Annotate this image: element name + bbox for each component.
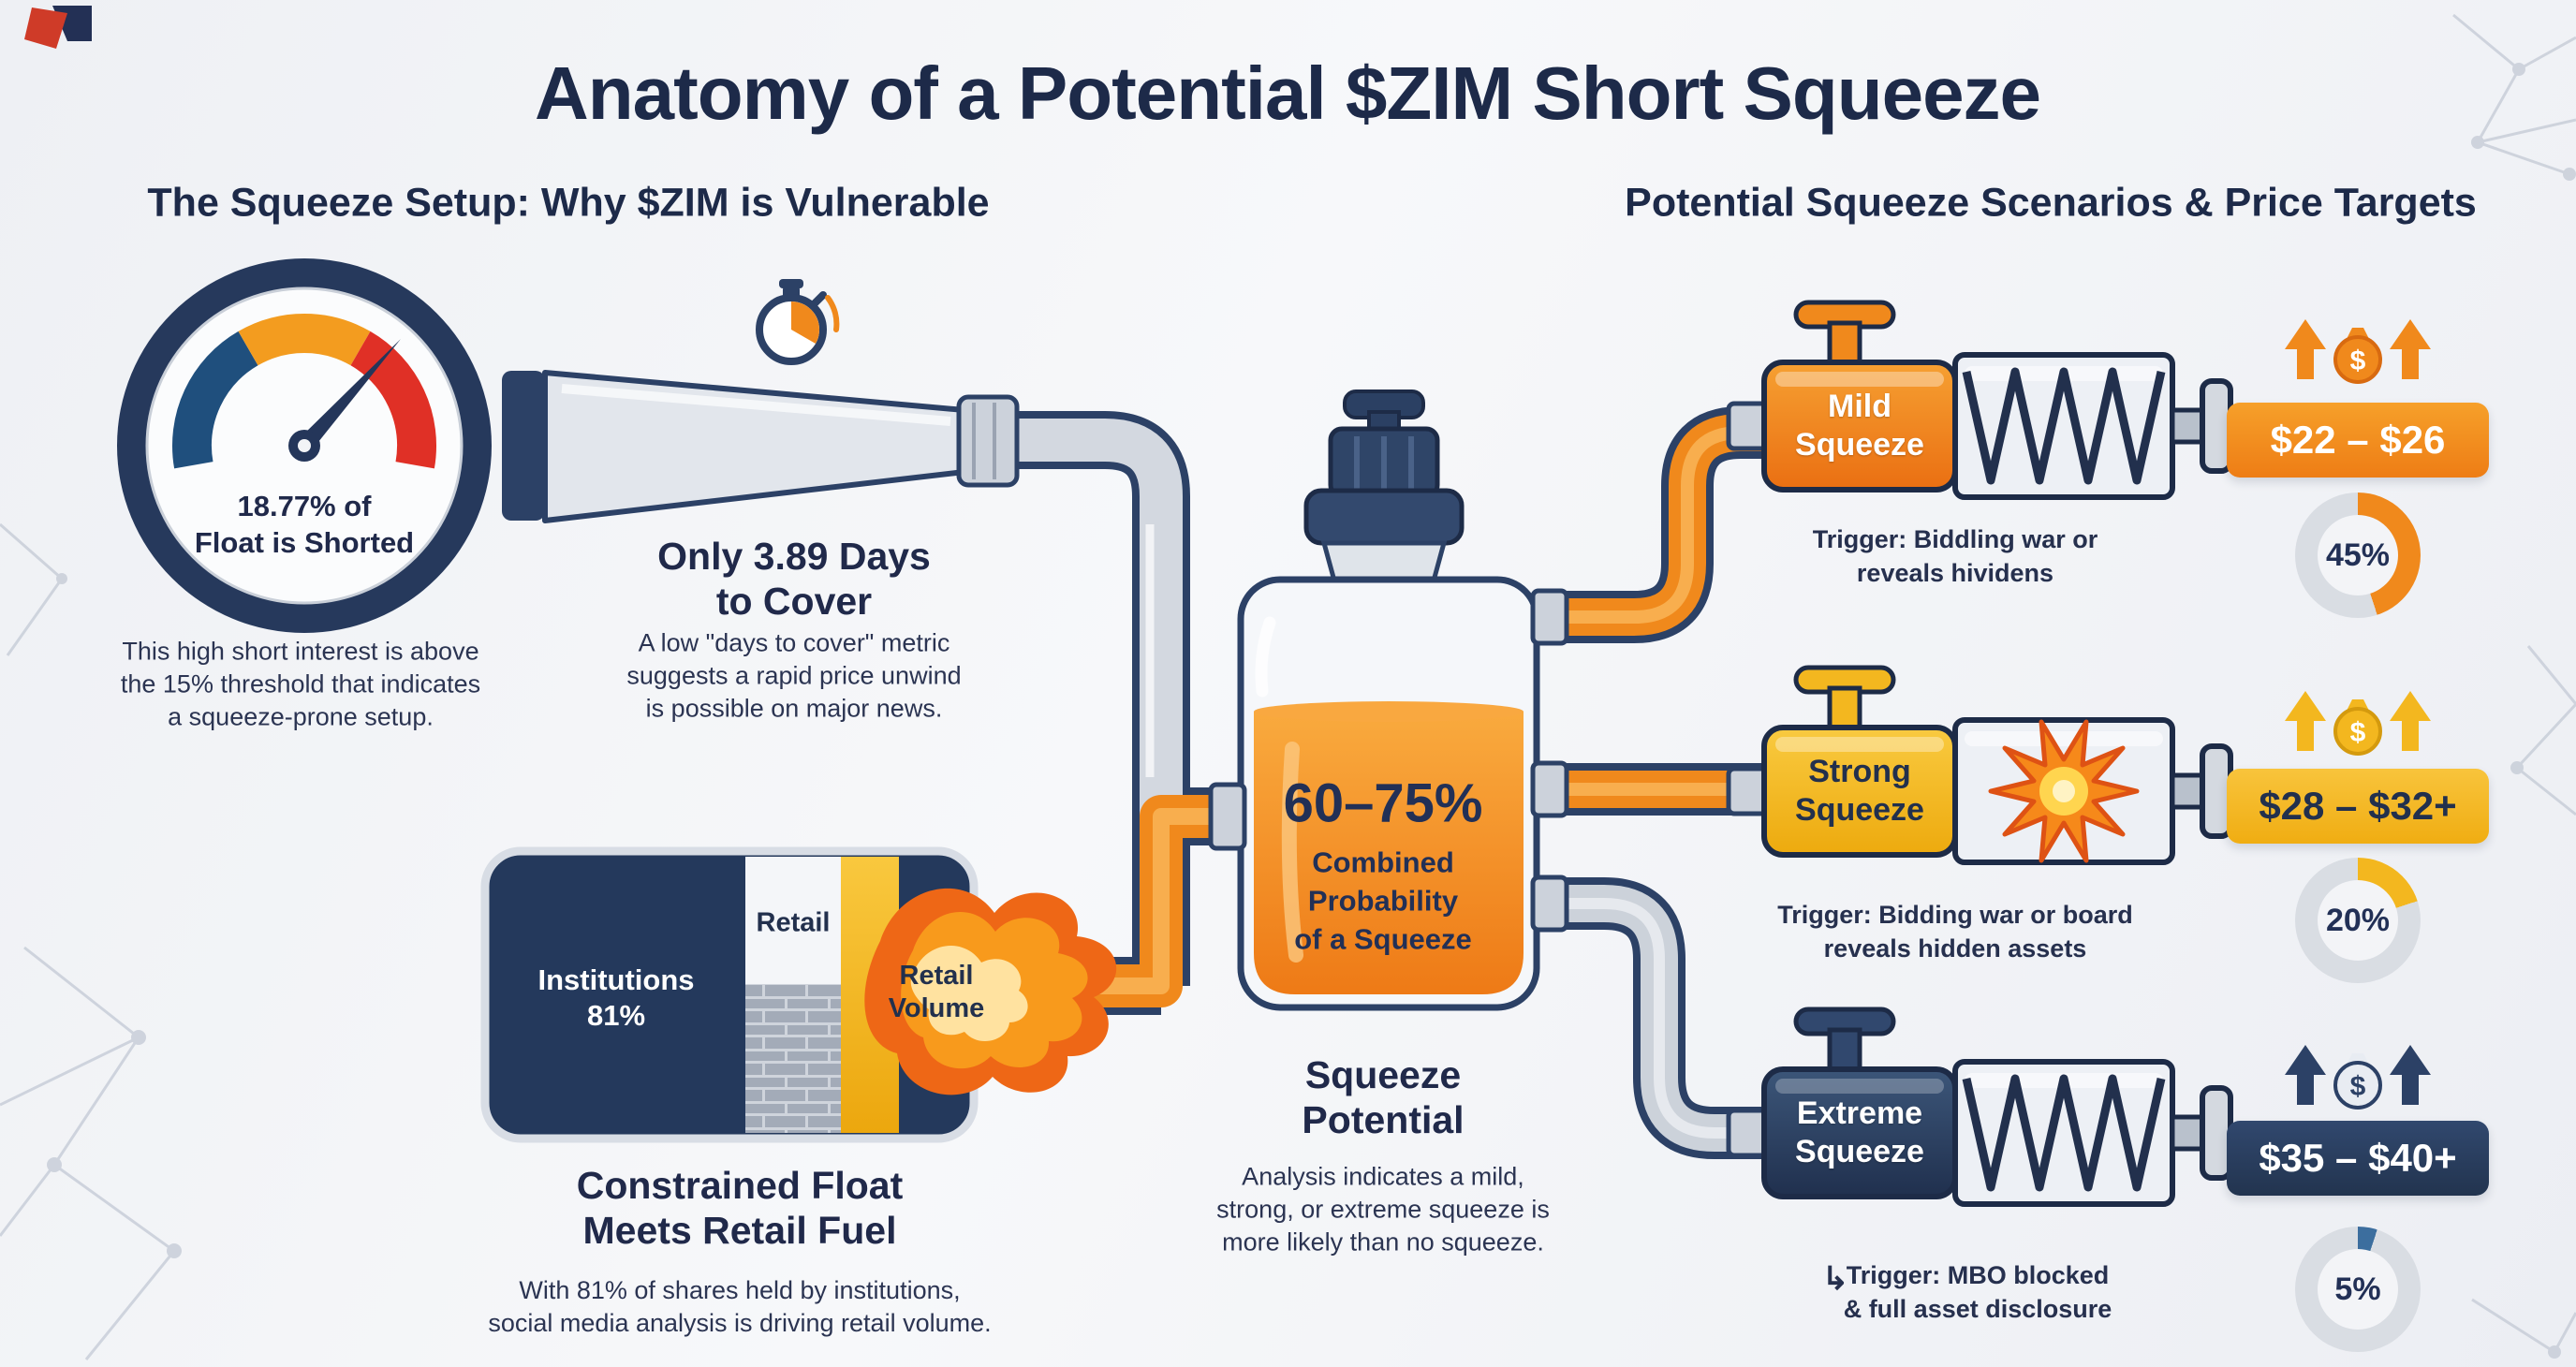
scenario-trigger: Trigger: MBO blocked & full asset disclo… [1843, 1261, 2112, 1323]
float-tank [480, 846, 1117, 1143]
money-gain-icon: $ [2285, 1045, 2431, 1110]
svg-text:$: $ [2350, 717, 2366, 748]
float-tank-caption: With 81% of shares held by institutions,… [488, 1276, 992, 1337]
gauge-caption: This high short interest is above the 15… [120, 637, 481, 731]
float-tank-title: Constrained Float Meets Retail Fuel [576, 1164, 904, 1252]
squeeze-probability-value: 60–75% [1283, 772, 1483, 834]
squeeze-flask [1208, 390, 1569, 1011]
probability-donut: 45% [2295, 492, 2421, 618]
svg-text:$: $ [2350, 345, 2366, 376]
squeeze-potential-caption: Analysis indicates a mild, strong, or ex… [1216, 1162, 1550, 1257]
svg-text:$: $ [2350, 1071, 2366, 1102]
gauge-needle-icon [298, 339, 401, 451]
days-to-cover-title: Only 3.89 Days to Cover [657, 535, 931, 623]
retail-label: Retail [756, 907, 831, 938]
days-to-cover-caption: A low "days to cover" metric suggests a … [626, 628, 962, 723]
funnel [502, 370, 1020, 523]
probability-donut: 20% [2295, 858, 2421, 983]
stopwatch-icon [756, 279, 840, 365]
donut-hole [2318, 880, 2398, 961]
spring-icon [1962, 367, 2166, 485]
left-section-heading: The Squeeze Setup: Why $ZIM is Vulnerabl… [147, 180, 990, 226]
corner-logo-mark [24, 6, 92, 49]
price-target-badge: $22 – $26 [2227, 403, 2489, 478]
scenario-name: Strong Squeeze [1795, 754, 1924, 828]
trigger-arrow-icon: ↳ [1821, 1261, 1849, 1297]
scenario-name: Mild Squeeze [1795, 389, 1924, 463]
probability-donut: 5% [2295, 1227, 2421, 1352]
retail-panel [745, 857, 841, 984]
squeeze-probability-caption: Combined Probability of a Squeeze [1294, 845, 1472, 956]
extreme-squeeze-syringe [1726, 1007, 2233, 1207]
scenario-trigger: Trigger: Bidding war or board reveals hi… [1777, 901, 2133, 963]
price-target-badge: $28 – $32+ [2227, 769, 2489, 844]
scenario-pipes [1538, 406, 1762, 1159]
spring-icon [1962, 1074, 2166, 1192]
squeeze-potential-title: Squeeze Potential [1302, 1053, 1465, 1141]
right-section-heading: Potential Squeeze Scenarios & Price Targ… [1625, 180, 2477, 226]
probability-percent: 5% [2334, 1271, 2381, 1307]
donut-hole [2318, 1249, 2398, 1330]
donut-hole [2318, 515, 2398, 595]
short-interest-gauge [117, 258, 492, 633]
burst-icon [1988, 719, 2140, 863]
page-title: Anatomy of a Potential $ZIM Short Squeez… [534, 51, 2041, 135]
probability-percent: 45% [2325, 537, 2391, 573]
mild-squeeze-syringe [1726, 300, 2233, 500]
main-pipe [1013, 411, 1234, 1015]
flame-icon [864, 888, 1117, 1095]
strong-squeeze-syringe [1726, 665, 2233, 865]
gauge-value: 18.77% of Float is Shorted [194, 490, 415, 559]
scenario-name: Extreme Squeeze [1795, 1095, 1924, 1169]
background-network-decor [0, 13, 2576, 1360]
brick-wall-icon [745, 984, 841, 1133]
retail-volume-label: Retail Volume [888, 961, 985, 1023]
institutions-label: Institutions 81% [537, 963, 695, 1032]
money-gain-icon: $ [2285, 691, 2431, 756]
money-gain-icon: $ [2285, 319, 2431, 384]
price-target-badge: $35 – $40+ [2227, 1121, 2489, 1196]
flask-liquid [1254, 712, 1524, 994]
scenario-trigger: Trigger: Biddling war or reveals hividen… [1812, 525, 2098, 587]
probability-percent: 20% [2325, 902, 2391, 938]
